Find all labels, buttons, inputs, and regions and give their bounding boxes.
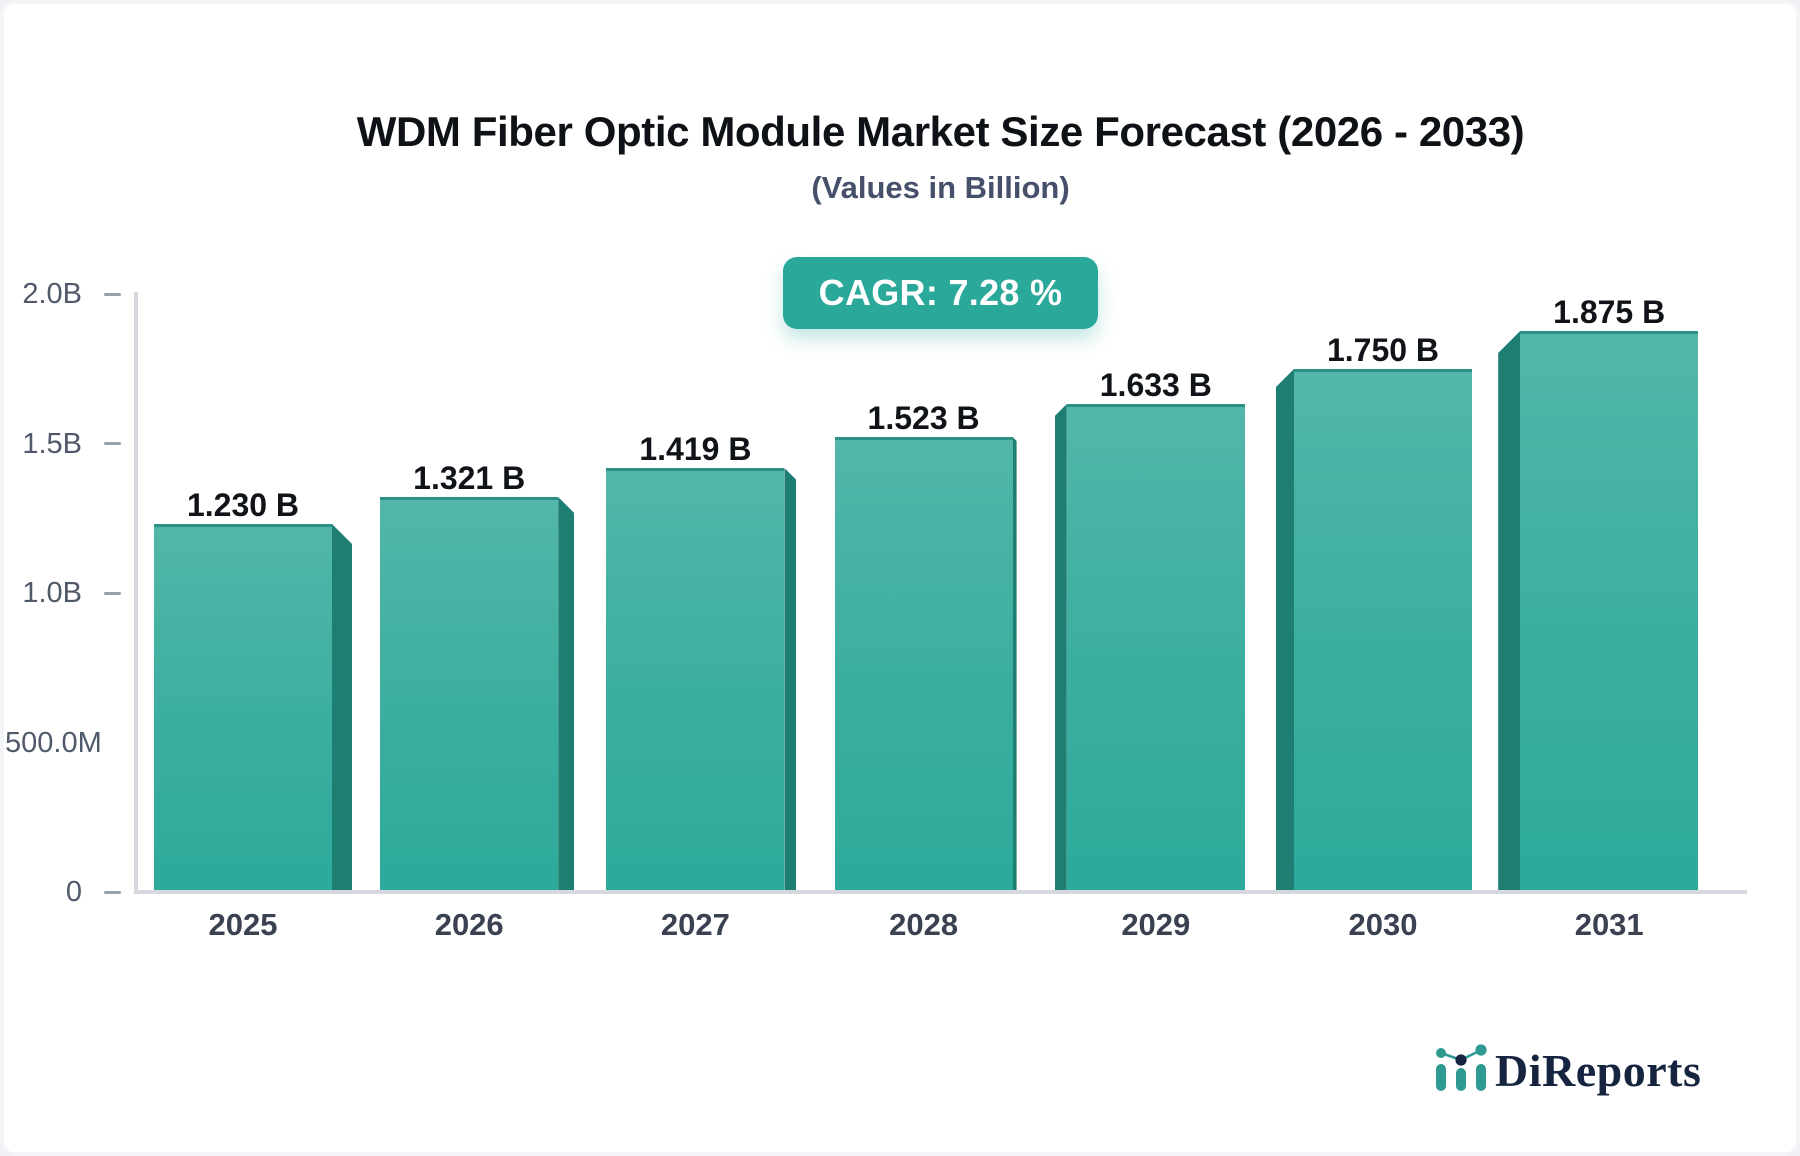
bar-2028[interactable]: [834, 437, 1017, 892]
y-tick-label: 500.0M: [5, 726, 102, 759]
bar-2026[interactable]: [380, 497, 575, 892]
y-tick-label: 0: [65, 876, 82, 908]
y-tick-dash: [104, 890, 121, 894]
chart-subtitle: (Values in Billion): [811, 170, 1070, 205]
bar-2030[interactable]: [1276, 369, 1472, 892]
chart-title: WDM Fiber Optic Module Market Size Forec…: [356, 108, 1525, 155]
bar-chart-plot-area: 2.0B 1.5B 1.0B 500.0M 0 1.230 B 1.321 B 1.419 …: [4, 4, 1796, 1152]
bar-top-edge: [380, 497, 559, 500]
bar-3d-side-face: [1276, 369, 1294, 892]
x-axis-label-2030: 2030: [1348, 907, 1418, 942]
bar-2029[interactable]: [1054, 404, 1245, 892]
y-tick-label: 1.5B: [22, 427, 82, 460]
bar-value-label: 1.750 B: [1326, 332, 1440, 368]
bar-3d-side-face: [1498, 331, 1521, 892]
y-axis-line: [134, 292, 138, 894]
direports-logo[interactable]: DiReports: [1434, 1042, 1701, 1094]
y-tick-dash: [104, 591, 121, 595]
bar-value-label: 1.633 B: [1099, 367, 1212, 403]
bar-top-edge: [606, 468, 785, 471]
x-axis-label-2027: 2027: [660, 907, 730, 942]
y-tick-label: 2.0B: [22, 278, 82, 310]
bar-3d-side-face: [1054, 404, 1067, 892]
cagr-badge-row: CAGR: 7.28 %: [134, 257, 1747, 329]
bar-top-edge: [1066, 404, 1245, 407]
y-tick-dash: [104, 442, 121, 445]
bar-top-edge: [154, 524, 332, 527]
bar-value-label: 1.419 B: [639, 431, 752, 467]
bar-value-label: 1.875 B: [1553, 294, 1666, 330]
x-axis-baseline: [134, 890, 1747, 894]
y-tick-label: 1.0B: [22, 577, 82, 609]
bar-value-label: 1.321 B: [413, 460, 526, 496]
bar-3d-side-face: [1012, 437, 1017, 892]
x-axis-label-2031: 2031: [1574, 907, 1644, 942]
bar-chart-sparkline-icon: [1436, 1044, 1487, 1091]
bar-2025[interactable]: [154, 524, 352, 892]
x-axis-label-2026: 2026: [434, 907, 504, 942]
bar-top-edge: [834, 437, 1013, 440]
bar-top-edge: [1520, 331, 1699, 334]
bar-value-label: 1.230 B: [186, 487, 300, 523]
bar-2031[interactable]: [1498, 331, 1699, 892]
cagr-badge: CAGR: 7.28 %: [782, 257, 1099, 329]
x-axis-label-2029: 2029: [1121, 907, 1191, 942]
bar-top-edge: [1294, 369, 1472, 372]
logo-text: DiReports: [1495, 1045, 1702, 1096]
bar-3d-side-face: [332, 524, 352, 892]
bar-2027[interactable]: [606, 468, 797, 892]
x-axis-label-2028: 2028: [889, 907, 959, 942]
x-axis-label-2025: 2025: [208, 907, 278, 942]
bar-3d-side-face: [558, 497, 575, 892]
y-tick-dash: [104, 292, 121, 296]
bar-value-label: 1.523 B: [867, 400, 980, 436]
bar-3d-side-face: [784, 468, 797, 892]
